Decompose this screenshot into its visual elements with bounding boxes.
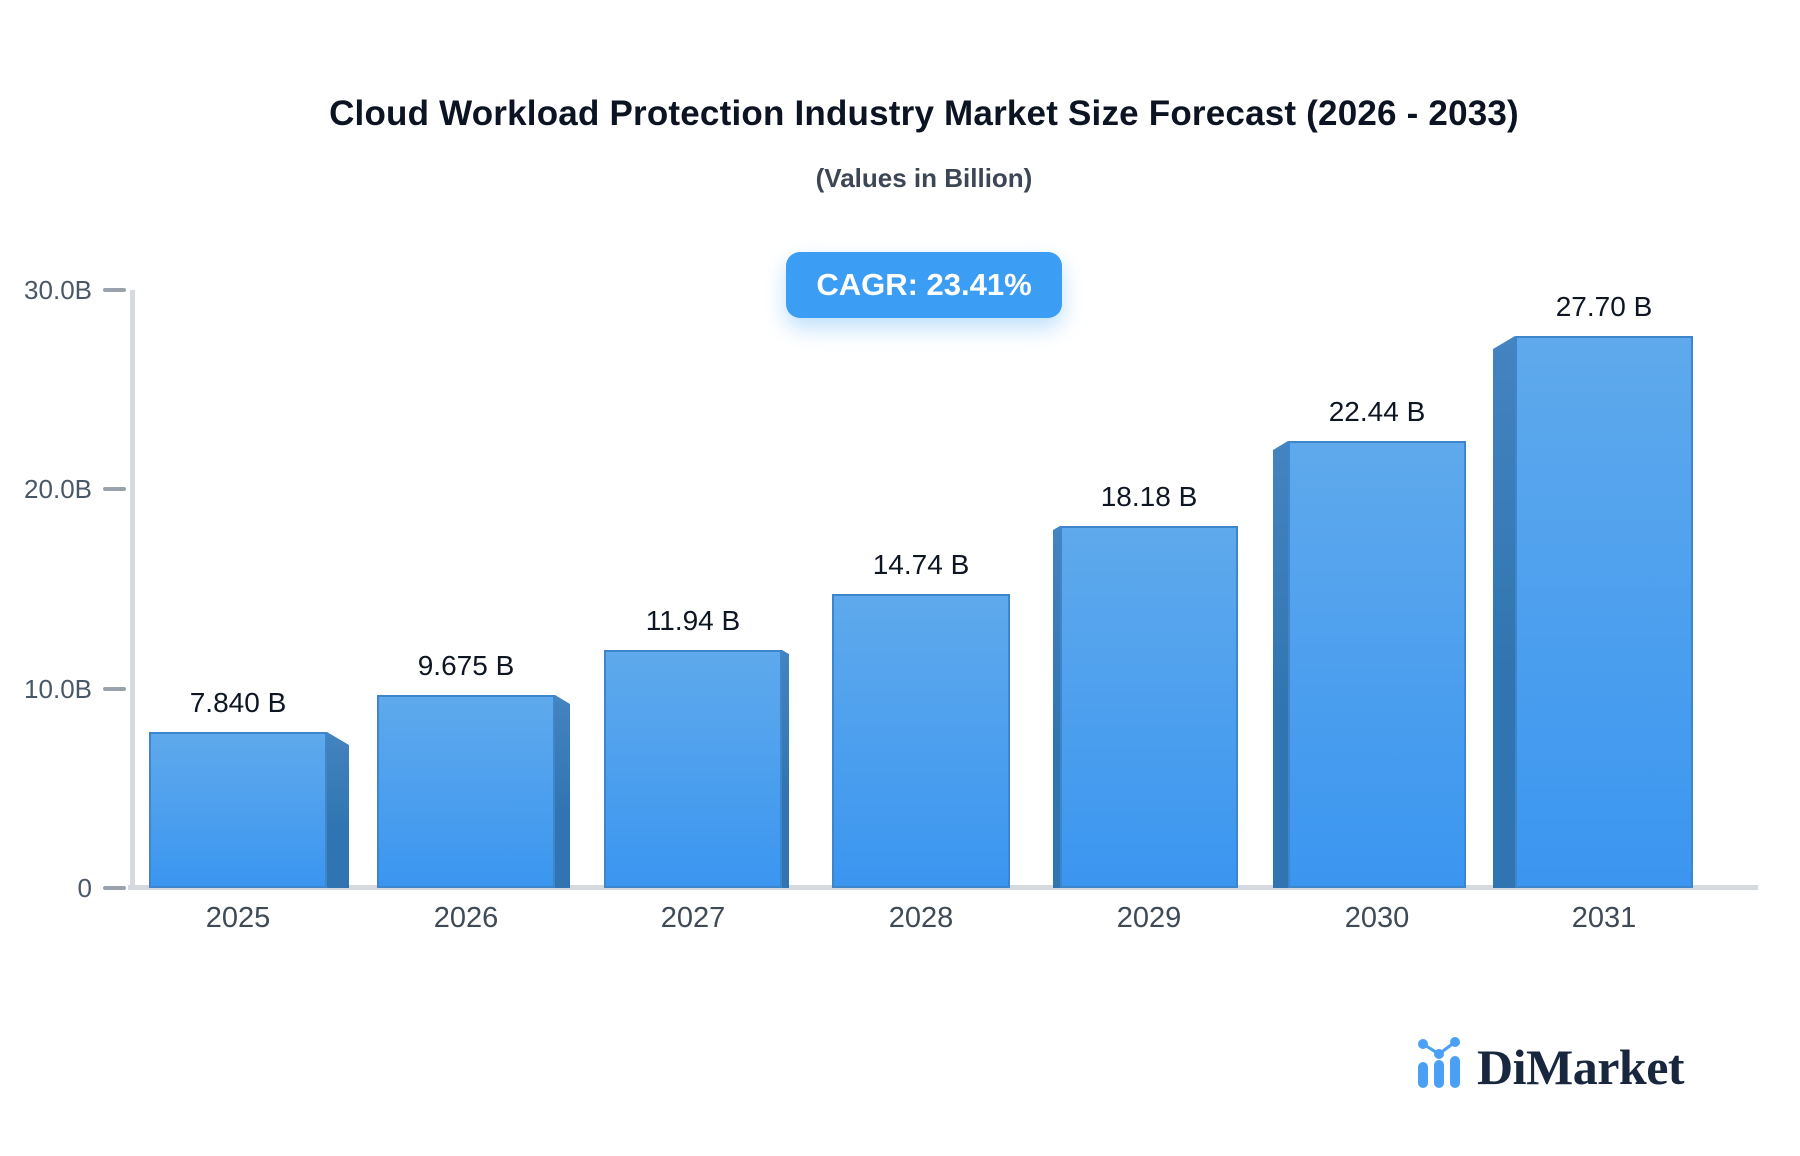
x-axis-label: 2026 (433, 902, 499, 934)
bar-value-label: 14.74 B (872, 549, 970, 580)
bar-chart-logo-icon (1418, 1037, 1460, 1088)
bar-2025 (149, 732, 327, 888)
bar-value-label: 7.840 B (189, 687, 287, 718)
bar-2031 (1515, 336, 1693, 888)
chart-subtitle: (Values in Billion) (815, 163, 1033, 193)
bar-value-label: 11.94 B (645, 605, 741, 636)
bar-2027 (604, 650, 782, 888)
bar-value-label: 27.70 B (1555, 291, 1653, 322)
bar-side-face (782, 650, 789, 888)
y-axis-line (130, 290, 135, 888)
bar-2030 (1288, 441, 1466, 888)
bar-side-face (1493, 336, 1515, 888)
bar-2026 (377, 695, 555, 888)
bar-value-label: 18.18 B (1100, 481, 1198, 512)
x-axis-label: 2025 (205, 902, 271, 934)
x-axis-label: 2028 (888, 902, 954, 934)
dimarket-logo-text: DiMarket (1477, 1039, 1685, 1095)
bar-side-face (1273, 441, 1288, 888)
bar-2029 (1060, 526, 1238, 888)
y-axis-tick-mark (103, 288, 126, 292)
bar-side-face (327, 732, 349, 888)
chart-title: Cloud Workload Protection Industry Marke… (329, 94, 1519, 133)
x-axis-label: 2030 (1344, 902, 1410, 934)
y-axis-tick-label: 30.0B (24, 275, 92, 305)
bar-2028 (832, 594, 1010, 888)
x-axis-label: 2027 (660, 902, 726, 934)
cagr-badge-row: CAGR: 23.41% (0, 252, 1800, 318)
y-axis-tick-mark (103, 487, 126, 491)
y-axis-tick-mark (103, 886, 126, 890)
cagr-badge: CAGR: 23.41% (786, 252, 1062, 318)
bar-side-face (555, 695, 570, 888)
bar-value-label: 22.44 B (1328, 396, 1426, 427)
x-axis-label: 2029 (1116, 902, 1182, 934)
bar-side-face (1053, 526, 1060, 888)
bar-value-label: 9.675 B (417, 650, 515, 681)
y-axis-tick-label: 0 (77, 873, 92, 903)
y-axis-tick-label: 10.0B (24, 674, 92, 704)
y-axis-tick-mark (103, 687, 126, 691)
dimarket-logo: DiMarket (1416, 1034, 1685, 1095)
x-axis-label: 2031 (1571, 902, 1637, 934)
y-axis-tick-label: 20.0B (24, 474, 92, 504)
